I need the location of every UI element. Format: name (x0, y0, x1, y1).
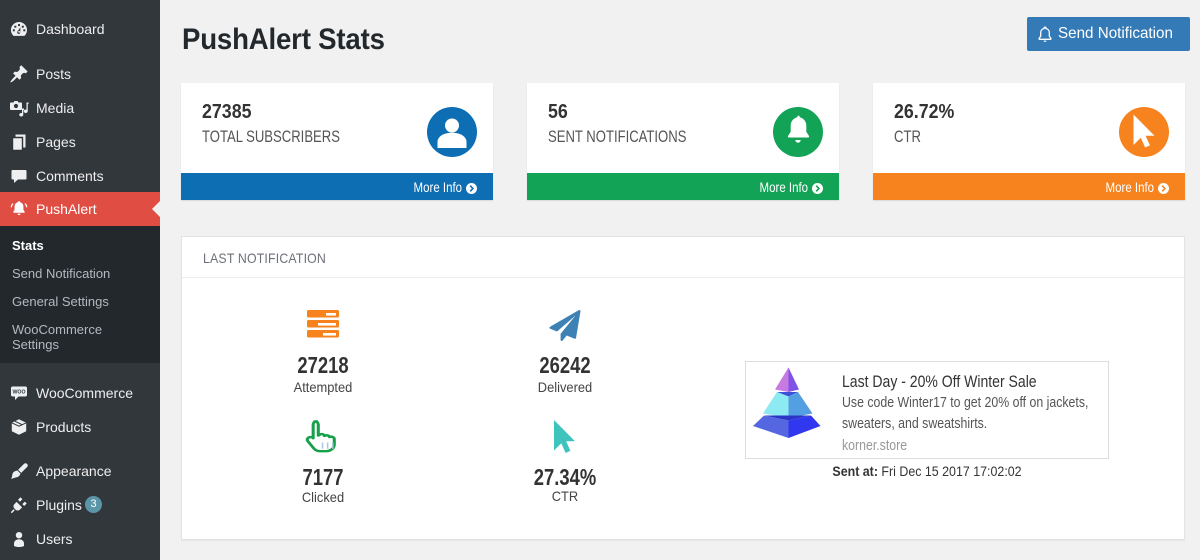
svg-text:WOO: WOO (13, 390, 26, 396)
